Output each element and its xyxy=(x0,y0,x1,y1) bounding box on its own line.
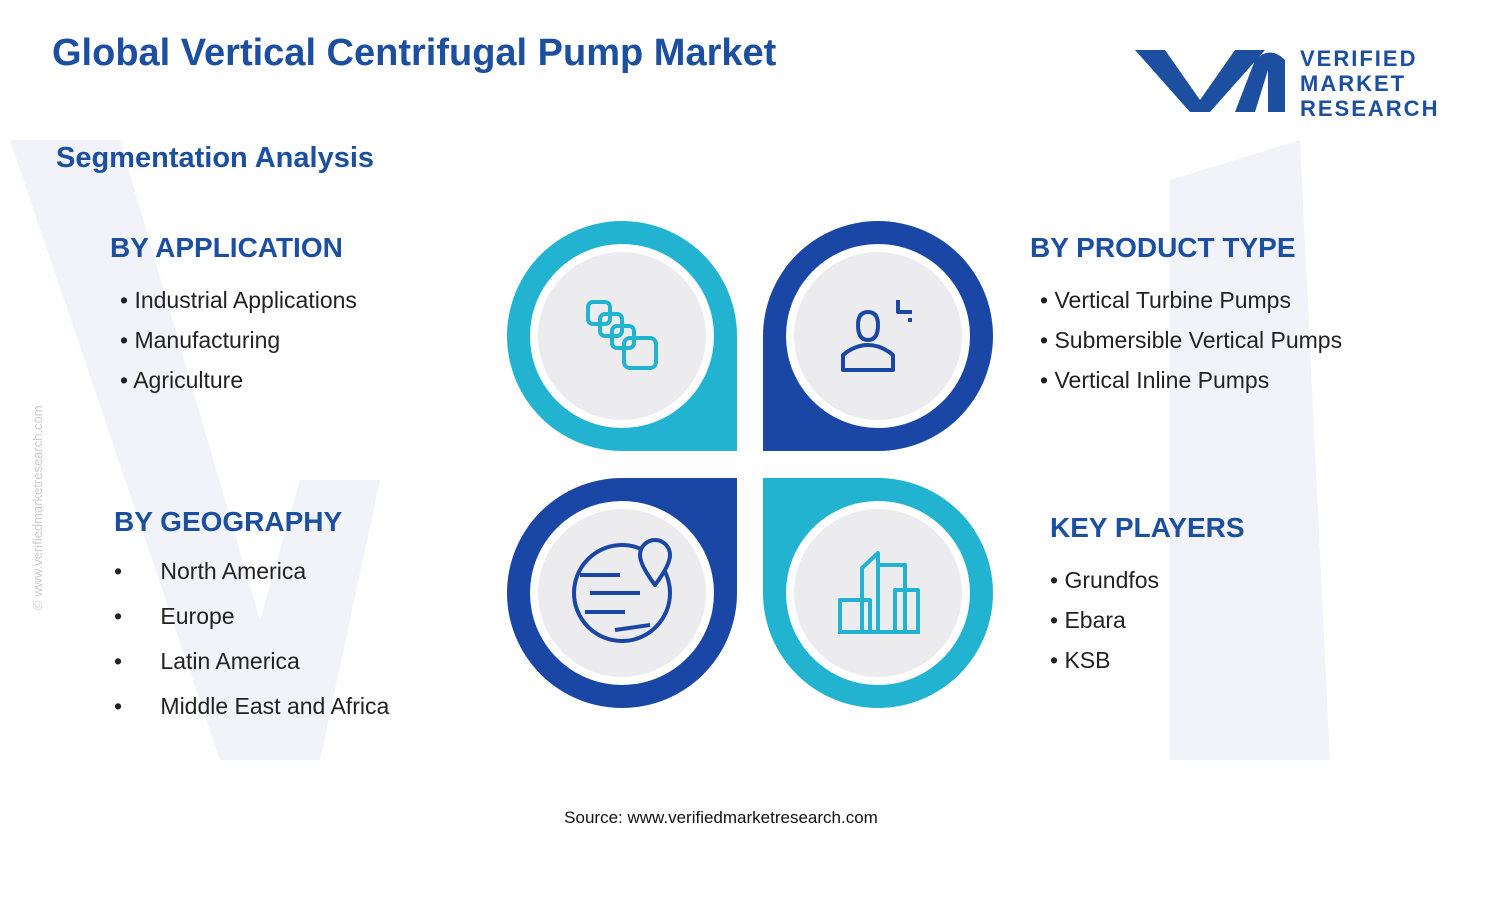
segment-title: BY PRODUCT TYPE xyxy=(1030,232,1296,263)
watermark: © www.verifiedmarketresearch.com xyxy=(30,405,45,610)
segment-item: • Submersible Vertical Pumps xyxy=(1040,327,1343,353)
segment-item: • Middle East and Africa xyxy=(114,693,390,719)
segment-title: KEY PLAYERS xyxy=(1050,512,1245,543)
logo-text: MARKET xyxy=(1300,71,1407,96)
title: Global Vertical Centrifugal Pump Market xyxy=(52,32,777,74)
segment-item: • Industrial Applications xyxy=(120,287,357,313)
segment-item: • Agriculture xyxy=(120,367,244,393)
segment-item: • Vertical Turbine Pumps xyxy=(1040,287,1291,313)
segment-item: • KSB xyxy=(1050,647,1111,673)
segment-title: BY GEOGRAPHY xyxy=(114,506,343,537)
segment-item: • Europe xyxy=(114,603,235,629)
segment-item: • Grundfos xyxy=(1050,567,1160,593)
segment-item: • Latin America xyxy=(114,648,300,674)
segment-item: • Manufacturing xyxy=(120,327,281,353)
segment-item: • North America xyxy=(114,558,307,584)
source: Source: www.verifiedmarketresearch.com xyxy=(564,808,878,827)
segment-title: BY APPLICATION xyxy=(110,232,343,263)
logo-text: VERIFIED xyxy=(1300,46,1418,71)
segment-item: • Ebara xyxy=(1050,607,1126,633)
quadrants xyxy=(507,221,993,708)
subtitle: Segmentation Analysis xyxy=(56,142,375,174)
segment-item: • Vertical Inline Pumps xyxy=(1040,367,1270,393)
icons xyxy=(572,300,920,643)
logo-text: RESEARCH xyxy=(1300,96,1440,121)
